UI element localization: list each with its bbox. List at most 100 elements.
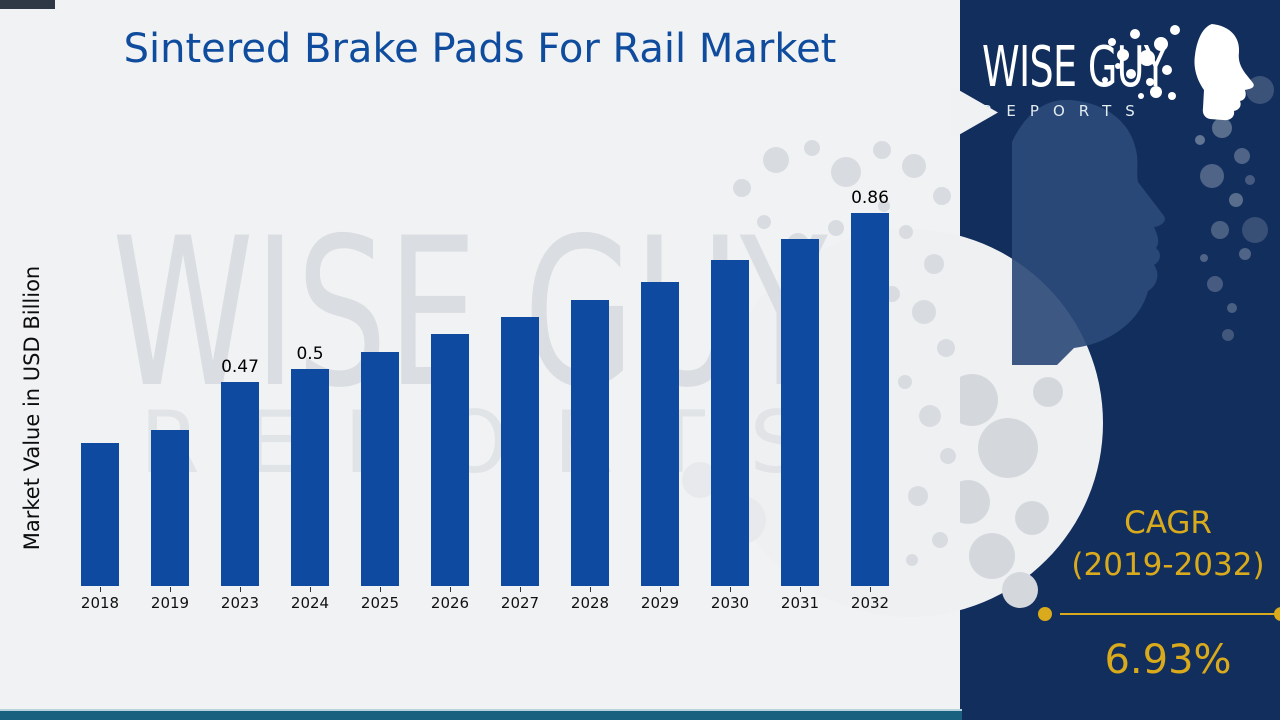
bar-2031 [781, 239, 819, 586]
cagr-block: CAGR (2019-2032) 6.93% [1038, 505, 1280, 683]
logo-dot [1200, 254, 1208, 262]
x-tick-label-2019: 2019 [150, 594, 190, 612]
bar-value-label-2032: 0.86 [851, 188, 889, 208]
logo-dot [1211, 221, 1229, 239]
watermark-dot [899, 225, 913, 239]
x-tick-label-2029: 2029 [640, 594, 680, 612]
watermark-dot [898, 375, 912, 389]
watermark-dot [940, 448, 956, 464]
logo-dot [1246, 76, 1274, 104]
x-axis-tick [590, 587, 591, 592]
x-tick-label-2023: 2023 [220, 594, 260, 612]
bar-2029 [641, 282, 679, 586]
logo-dot [1138, 93, 1144, 99]
logo-reports-text: REPORTS [982, 102, 1149, 120]
bar-2026 [431, 334, 469, 586]
watermark-dot [804, 140, 820, 156]
bar-2023 [221, 382, 259, 586]
watermark-dot [757, 215, 771, 229]
logo-dot [1212, 118, 1232, 138]
logo-dot [1170, 25, 1180, 35]
bar-2025 [361, 352, 399, 586]
x-tick-label-2026: 2026 [430, 594, 470, 612]
watermark-dot [906, 554, 918, 566]
watermark-dot [902, 154, 926, 178]
face-profile-silhouette-icon [1012, 100, 1165, 365]
watermark-dot [932, 532, 948, 548]
logo-dot [1130, 29, 1140, 39]
bar-value-label-2024: 0.5 [296, 344, 324, 364]
logo-dot [1200, 164, 1224, 188]
head-texture-blob [969, 533, 1015, 579]
bar-2028 [571, 300, 609, 586]
logo-dot [1139, 50, 1155, 66]
watermark-dot [878, 200, 890, 212]
line-end-dot [1274, 607, 1280, 621]
logo-dot [1242, 217, 1268, 243]
logo-dot [1146, 78, 1154, 86]
logo-dot [1227, 303, 1237, 313]
logo-dot [1108, 38, 1116, 46]
cagr-divider-line [1038, 607, 1280, 621]
dotted-face-profile-icon [1194, 24, 1254, 121]
logo-dot [1195, 135, 1205, 145]
head-texture-blob [1015, 501, 1049, 535]
bar-2032 [851, 213, 889, 586]
bar-2019 [151, 430, 189, 586]
logo-dot [1150, 86, 1162, 98]
top-left-corner-tab [0, 0, 55, 9]
logo-brand-text: WISE GUY [982, 35, 1167, 100]
x-tick-label-2032: 2032 [850, 594, 890, 612]
x-axis-tick [170, 587, 171, 592]
logo-dot [1162, 65, 1172, 75]
cagr-label: CAGR [1124, 505, 1212, 541]
watermark-dot [733, 179, 751, 197]
x-axis-tick [450, 587, 451, 592]
bar-2030 [711, 260, 749, 586]
line-end-dot [1038, 607, 1052, 621]
bar-2027 [501, 317, 539, 586]
x-tick-label-2030: 2030 [710, 594, 750, 612]
logo-dot [1207, 276, 1223, 292]
logo-dot [1229, 193, 1243, 207]
logo-dot [1168, 92, 1176, 100]
logo-dot [1154, 37, 1168, 51]
watermark-dot [908, 486, 928, 506]
watermark-dot [919, 405, 941, 427]
wise-guy-reports-logo: WISE GUY REPORTS [982, 35, 1222, 121]
watermark-dot [873, 141, 891, 159]
watermark-dot [924, 254, 944, 274]
x-axis-tick [100, 587, 101, 592]
x-tick-label-2024: 2024 [290, 594, 330, 612]
x-axis-tick [520, 587, 521, 592]
brand-side-panel: WISE GUY REPORTS CAGR (2019-2032) 6.93% [960, 0, 1280, 720]
watermark-dot [828, 220, 844, 236]
watermark-dot [937, 339, 955, 357]
x-axis-tick [660, 587, 661, 592]
watermark-dot [933, 187, 951, 205]
bar-value-label-2023: 0.47 [221, 357, 259, 377]
x-tick-label-2018: 2018 [80, 594, 120, 612]
logo-dot [1102, 77, 1108, 83]
bottom-teal-strip [0, 709, 962, 720]
head-texture-blob [1033, 377, 1063, 407]
cagr-value: 6.93% [1104, 637, 1232, 683]
x-axis-tick [870, 587, 871, 592]
x-axis-tick [310, 587, 311, 592]
head-texture-blob [978, 418, 1038, 478]
head-texture-blob [1002, 572, 1038, 608]
logo-dot [1239, 248, 1251, 260]
bar-2024 [291, 369, 329, 586]
x-tick-label-2028: 2028 [570, 594, 610, 612]
x-axis-tick [730, 587, 731, 592]
logo-dot [1117, 49, 1129, 61]
logo-dot [1234, 148, 1250, 164]
bar-2018 [81, 443, 119, 586]
x-axis-tick [240, 587, 241, 592]
watermark-dot [831, 157, 861, 187]
x-tick-label-2027: 2027 [500, 594, 540, 612]
x-axis-tick [380, 587, 381, 592]
logo-dot [1126, 69, 1136, 79]
